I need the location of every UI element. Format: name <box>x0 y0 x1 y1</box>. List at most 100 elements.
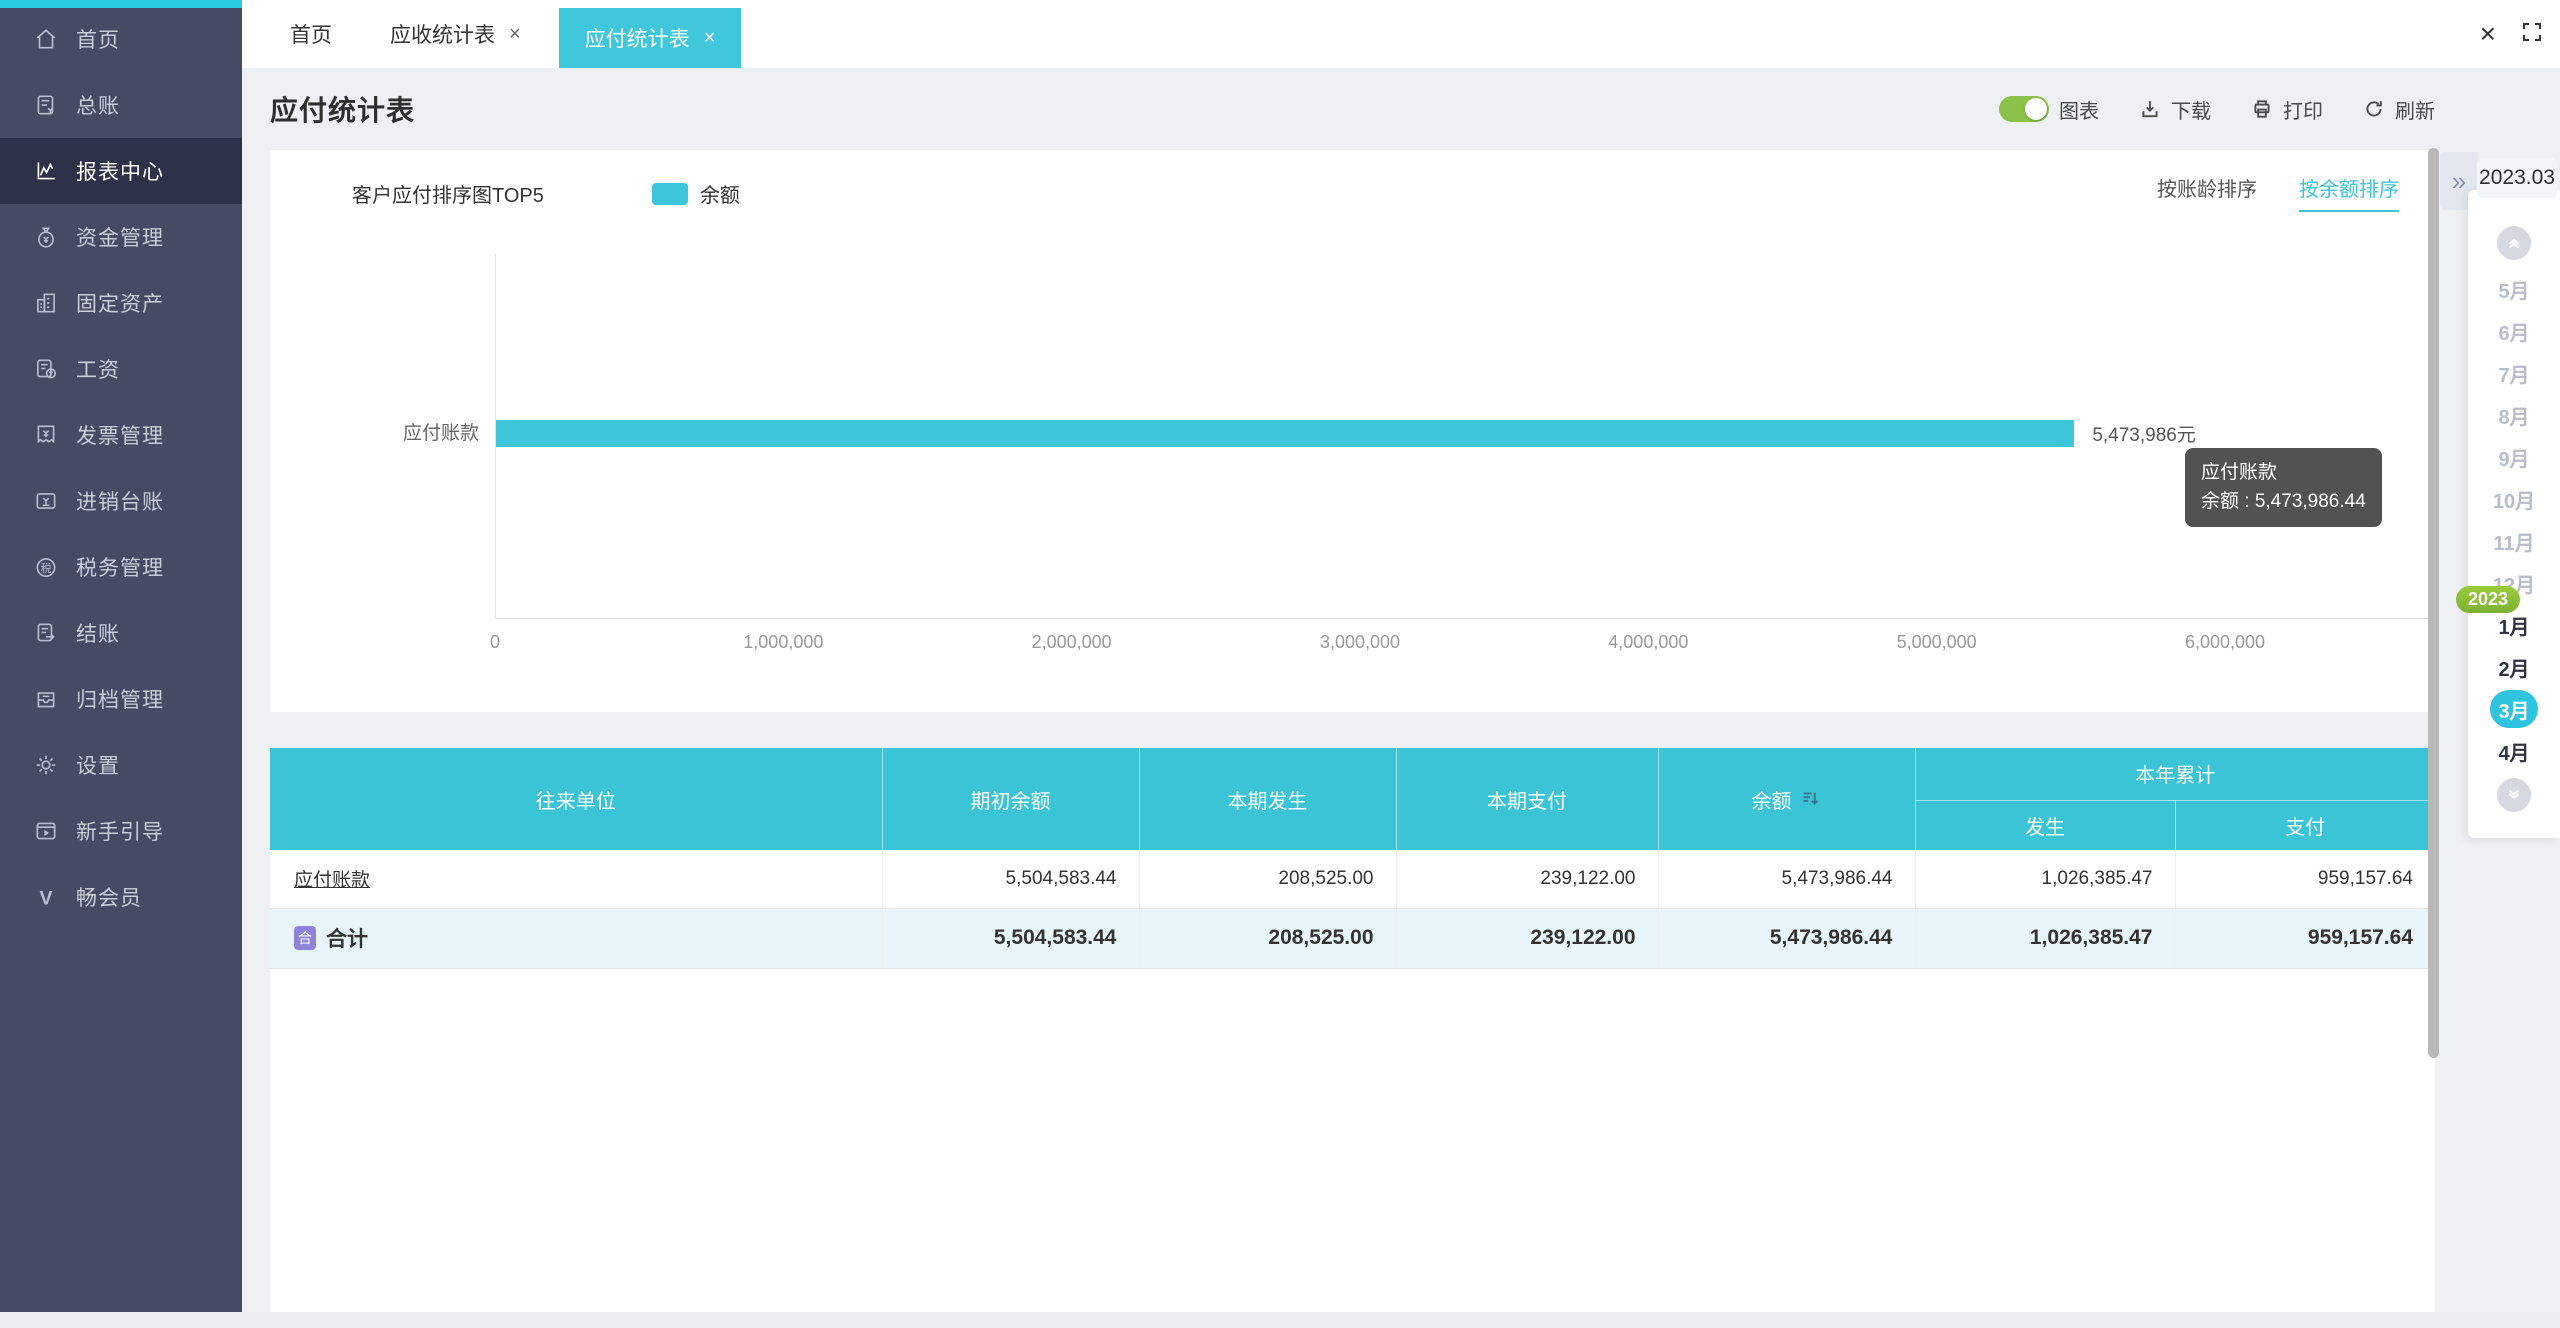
col-header-current-paid[interactable]: 本期支付 <box>1396 748 1659 850</box>
month-item[interactable]: 11月 <box>2468 520 2560 562</box>
tab-label: 首页 <box>290 24 332 47</box>
balance-bar[interactable] <box>496 420 2075 447</box>
month-item[interactable]: 8月 <box>2468 394 2560 436</box>
month-item[interactable]: 1月 <box>2468 604 2560 646</box>
ledger-icon <box>37 95 54 115</box>
page-title: 应付统计表 <box>270 95 416 126</box>
month-list: 5月 6月 7月 8月 9月 10月 11月 12月 1月 2月 3月 4月 <box>2468 268 2560 772</box>
sidebar-item-general-ledger[interactable]: 总账 <box>0 72 242 138</box>
sidebar-item-label: 资金管理 <box>76 227 164 250</box>
tab-payable-stats[interactable]: 应付统计表 × <box>558 8 742 68</box>
sidebar-item-home[interactable]: 首页 <box>0 6 242 72</box>
refresh-button[interactable]: 刷新 <box>2363 95 2435 124</box>
sidebar-item-report-center[interactable]: 报表中心 <box>0 138 242 204</box>
tab-receivable-stats[interactable]: 应收统计表 × <box>370 0 541 68</box>
cell-opening-balance: 5,504,583.44 <box>882 850 1140 909</box>
month-item-selected[interactable]: 3月 <box>2468 688 2560 730</box>
cell-ytd-paid: 959,157.64 <box>2175 850 2435 909</box>
toggle-knob <box>2025 98 2047 120</box>
horizontal-scrollbar-track[interactable] <box>0 1312 2560 1328</box>
month-item[interactable]: 2月 <box>2468 646 2560 688</box>
close-icon[interactable]: × <box>2479 18 2496 49</box>
download-icon <box>2142 101 2158 118</box>
fullscreen-icon[interactable] <box>2520 20 2544 49</box>
chart-panel: 客户应付排序图TOP5 余额 按账龄排序 按余额排序 应付账款 5,473,98… <box>270 150 2435 712</box>
sidebar-item-funds[interactable]: 资金管理 <box>0 204 242 270</box>
month-label: 9月 <box>2498 448 2530 471</box>
svg-text:税: 税 <box>41 561 52 575</box>
chart-title: 客户应付排序图TOP5 <box>352 185 544 207</box>
sidebar-item-invoice[interactable]: 发票管理 <box>0 402 242 468</box>
purchase-sales-icon <box>36 493 56 509</box>
download-button[interactable]: 下载 <box>2139 95 2211 124</box>
total-current-incurred: 208,525.00 <box>1139 908 1397 969</box>
month-label: 6月 <box>2498 322 2530 345</box>
chart-legend: 余额 <box>651 179 740 212</box>
current-period-label: 2023.03 <box>2477 158 2557 198</box>
total-ytd-paid: 959,157.64 <box>2175 908 2435 969</box>
sidebar-item-purchase-sales[interactable]: 进销台账 <box>0 468 242 534</box>
content-area: 应付统计表 图表 下载 打印 刷新 <box>242 68 2560 1312</box>
vertical-scrollbar[interactable] <box>2428 148 2439 1058</box>
refresh-label: 刷新 <box>2395 100 2435 123</box>
sort-descending-icon[interactable] <box>1800 788 1822 810</box>
chart-bar-row: 5,473,986元 <box>496 420 2226 447</box>
archive-icon <box>37 692 55 708</box>
total-opening-balance: 5,504,583.44 <box>882 908 1140 969</box>
col-header-unit[interactable]: 往来单位 <box>270 748 883 850</box>
col-header-ytd-incurred[interactable]: 发生 <box>1915 799 2176 850</box>
chart-toggle-switch[interactable] <box>1999 96 2049 122</box>
bar-chart: 应付账款 5,473,986元 0 1,000,000 2,000,000 3,… <box>270 212 2435 712</box>
sidebar-item-closing[interactable]: 结账 <box>0 600 242 666</box>
month-item[interactable]: 5月 <box>2468 268 2560 310</box>
sidebar-item-salary[interactable]: 工资 <box>0 336 242 402</box>
sidebar-item-settings[interactable]: 设置 <box>0 732 242 798</box>
col-header-ytd-paid[interactable]: 支付 <box>2175 799 2435 850</box>
report-center-icon <box>37 162 55 180</box>
month-label: 8月 <box>2498 406 2530 429</box>
month-item[interactable]: 4月 <box>2468 730 2560 772</box>
total-label: 合计 <box>326 928 368 951</box>
scroll-months-up-button[interactable] <box>2497 226 2531 260</box>
total-balance: 5,473,986.44 <box>1658 908 1916 969</box>
month-picker-panel: 2023 5月 6月 7月 8月 9月 10月 11月 12月 1月 2月 3月… <box>2456 190 2560 838</box>
chart-x-ticks: 0 1,000,000 2,000,000 3,000,000 4,000,00… <box>490 632 2265 656</box>
month-label: 11月 <box>2493 532 2535 555</box>
month-item[interactable]: 10月 <box>2468 478 2560 520</box>
print-button[interactable]: 打印 <box>2251 95 2323 124</box>
close-tab-icon[interactable]: × <box>703 26 716 49</box>
sidebar-item-label: 税务管理 <box>76 557 164 580</box>
x-tick: 4,000,000 <box>1608 632 1689 652</box>
sidebar-item-label: 结账 <box>76 623 120 646</box>
legend-swatch <box>651 182 688 205</box>
col-header-balance[interactable]: 余额 <box>1658 748 1916 850</box>
settings-icon <box>36 755 56 775</box>
cell-current-paid: 239,122.00 <box>1396 850 1659 909</box>
table-total-row: 合 合计 5,504,583.44 208,525.00 239,122.00 … <box>270 908 2435 969</box>
sidebar-item-archive[interactable]: 归档管理 <box>0 666 242 732</box>
col-header-current-incurred[interactable]: 本期发生 <box>1139 748 1397 850</box>
close-tab-icon[interactable]: × <box>509 22 521 45</box>
download-label: 下载 <box>2171 100 2211 123</box>
sidebar-item-fixed-assets[interactable]: 固定资产 <box>0 270 242 336</box>
tab-bar: 首页 应收统计表 × 应付统计表 × × <box>242 0 2560 68</box>
legend-label: 余额 <box>699 185 740 207</box>
unit-link[interactable]: 应付账款 <box>294 870 371 892</box>
page-header: 应付统计表 图表 下载 打印 刷新 <box>270 68 2435 150</box>
sidebar-item-tax[interactable]: 税 税务管理 <box>0 534 242 600</box>
closing-icon <box>37 623 55 642</box>
month-label: 5月 <box>2498 280 2530 303</box>
sort-by-age-link[interactable]: 按账龄排序 <box>2157 179 2257 201</box>
month-item[interactable]: 6月 <box>2468 310 2560 352</box>
sidebar-item-guide[interactable]: 新手引导 <box>0 798 242 864</box>
month-label: 4月 <box>2498 742 2530 765</box>
sidebar-item-membership[interactable]: V 畅会员 <box>0 864 242 930</box>
scroll-months-down-button[interactable] <box>2497 778 2531 812</box>
month-item[interactable]: 7月 <box>2468 352 2560 394</box>
col-header-opening-balance[interactable]: 期初余额 <box>882 748 1140 850</box>
tooltip-title: 应付账款 <box>2201 462 2278 483</box>
tab-home[interactable]: 首页 <box>270 0 352 68</box>
sort-by-balance-link[interactable]: 按余额排序 <box>2299 173 2399 212</box>
month-item[interactable]: 9月 <box>2468 436 2560 478</box>
print-label: 打印 <box>2283 100 2323 123</box>
